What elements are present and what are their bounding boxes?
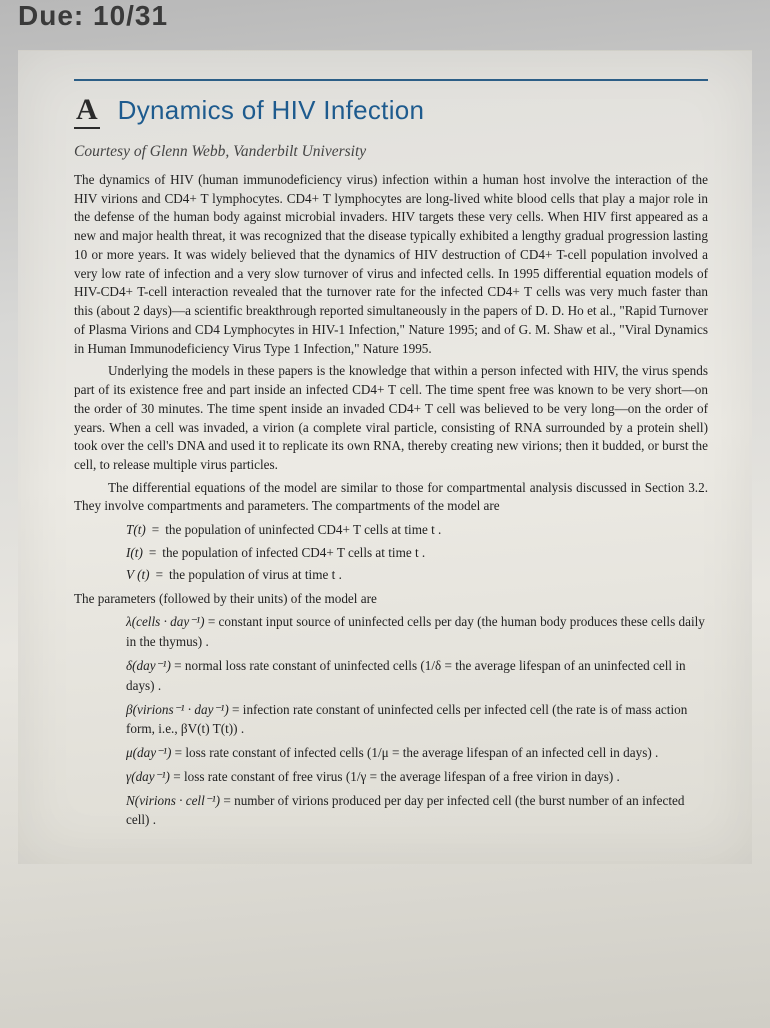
def-symbol: T(t) — [126, 520, 146, 540]
heading-row: A Dynamics of HIV Infection — [74, 95, 708, 129]
param-row: N(virions · cell⁻¹) = number of virions … — [126, 791, 708, 831]
def-desc: the population of virus at time t . — [169, 565, 708, 585]
param-row: β(virions⁻¹ · day⁻¹) = infection rate co… — [126, 700, 708, 740]
body-text: The dynamics of HIV (human immunodeficie… — [74, 171, 708, 830]
def-row: V (t) = the population of virus at time … — [126, 565, 708, 585]
param-row: λ(cells · day⁻¹) = constant input source… — [126, 612, 708, 652]
equals-sign: = — [175, 745, 186, 760]
page-sheet: A Dynamics of HIV Infection Courtesy of … — [18, 50, 752, 864]
def-symbol: V (t) — [126, 565, 150, 585]
param-row: μ(day⁻¹) = loss rate constant of infecte… — [126, 743, 708, 763]
param-symbol: β(virions⁻¹ · day⁻¹) — [126, 702, 229, 717]
param-row: δ(day⁻¹) = normal loss rate constant of … — [126, 656, 708, 696]
compartment-definitions: T(t) = the population of uninfected CD4+… — [126, 520, 708, 585]
top-rule — [74, 79, 708, 81]
equals-sign: = — [173, 769, 184, 784]
section-letter: A — [74, 95, 100, 129]
paragraph-3: The differential equations of the model … — [74, 479, 708, 516]
def-desc: the population of uninfected CD4+ T cell… — [165, 520, 708, 540]
equals-sign: = — [156, 565, 163, 585]
equals-sign: = — [232, 702, 243, 717]
def-symbol: I(t) — [126, 543, 143, 563]
param-symbol: λ(cells · day⁻¹) — [126, 614, 205, 629]
parameter-definitions: λ(cells · day⁻¹) = constant input source… — [126, 612, 708, 830]
def-desc: the population of infected CD4+ T cells … — [162, 543, 708, 563]
page-title: Dynamics of HIV Infection — [118, 95, 425, 126]
paragraph-2: Underlying the models in these papers is… — [74, 362, 708, 474]
equals-sign: = — [149, 543, 156, 563]
due-date-label: Due: 10/31 — [0, 0, 770, 38]
param-symbol: δ(day⁻¹) — [126, 658, 171, 673]
param-row: γ(day⁻¹) = loss rate constant of free vi… — [126, 767, 708, 787]
param-symbol: N(virions · cell⁻¹) — [126, 793, 220, 808]
param-desc: loss rate constant of infected cells (1/… — [185, 745, 658, 760]
equals-sign: = — [174, 658, 185, 673]
param-desc: normal loss rate constant of uninfected … — [126, 658, 686, 693]
param-symbol: γ(day⁻¹) — [126, 769, 170, 784]
param-symbol: μ(day⁻¹) — [126, 745, 171, 760]
equals-sign: = — [152, 520, 159, 540]
def-row: T(t) = the population of uninfected CD4+… — [126, 520, 708, 540]
def-row: I(t) = the population of infected CD4+ T… — [126, 543, 708, 563]
courtesy-line: Courtesy of Glenn Webb, Vanderbilt Unive… — [74, 143, 708, 161]
equals-sign: = — [223, 793, 234, 808]
paragraph-1: The dynamics of HIV (human immunodeficie… — [74, 171, 708, 358]
photo-frame: Due: 10/31 A Dynamics of HIV Infection C… — [0, 0, 770, 1028]
paragraph-4: The parameters (followed by their units)… — [74, 590, 708, 609]
equals-sign: = — [208, 614, 219, 629]
param-desc: loss rate constant of free virus (1/γ = … — [184, 769, 620, 784]
